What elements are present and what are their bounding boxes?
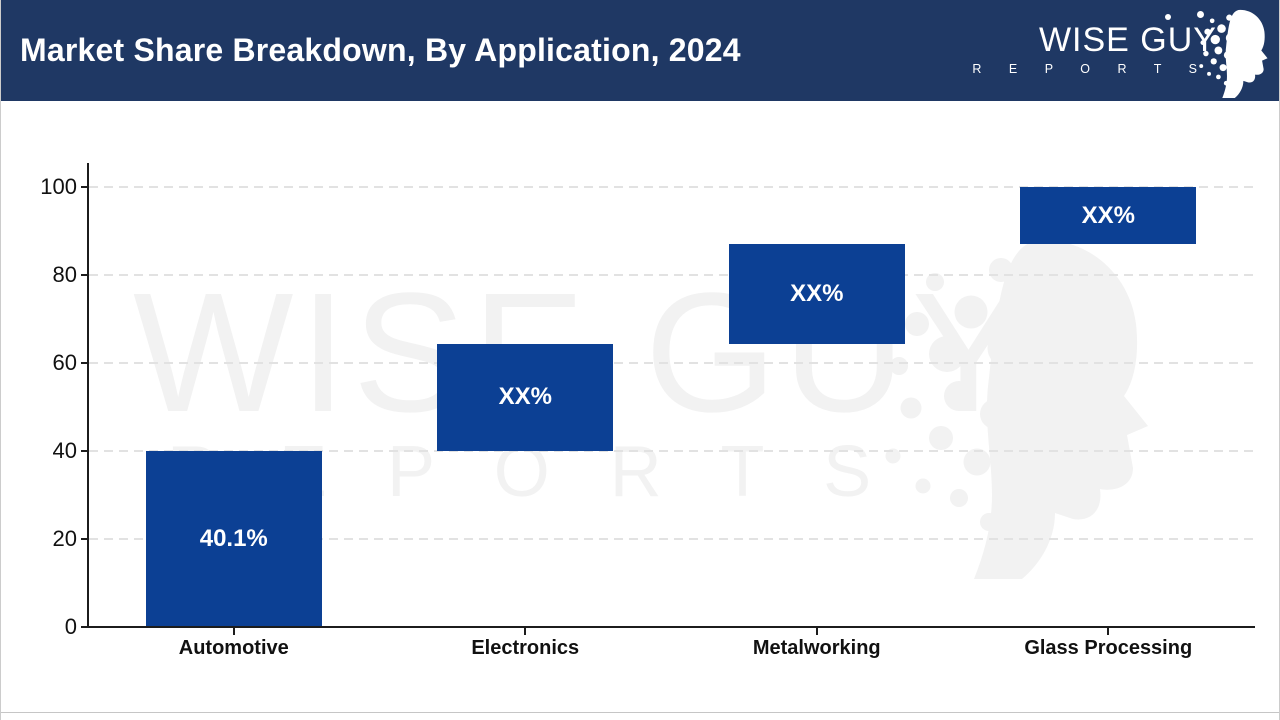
header-bar: Market Share Breakdown, By Application, … <box>1 0 1279 101</box>
bar-value-label: XX% <box>498 383 552 411</box>
gridline-y20 <box>89 538 1254 540</box>
bar-value-label: XX% <box>790 279 844 307</box>
x-tick-mark <box>524 628 527 635</box>
gridline-y60 <box>89 362 1254 364</box>
y-tick-mark <box>81 450 88 452</box>
watermark-head-icon <box>885 240 1148 579</box>
x-category-label: Glass Processing <box>1024 637 1193 659</box>
logo-reports-text: R E P O R T S <box>972 62 1209 76</box>
wiseguy-head-icon <box>1199 9 1268 99</box>
y-tick-label: 100 <box>40 174 77 199</box>
bar-electronics: XX% <box>437 343 614 451</box>
wiseguy-logo: WISE GUY R E P O R T S <box>972 0 1279 101</box>
y-tick-mark <box>81 186 88 188</box>
logo-wordmark: WISE GUY <box>1038 21 1217 59</box>
y-tick-label: 0 <box>64 614 77 639</box>
x-tick-mark <box>1107 628 1110 635</box>
bar-value-label: XX% <box>1081 201 1135 229</box>
logo-accent-dot <box>1165 14 1171 20</box>
x-category-label: Automotive <box>178 637 289 659</box>
bar-glass-processing: XX% <box>1020 187 1197 245</box>
page-title: Market Share Breakdown, By Application, … <box>20 32 741 68</box>
gridline-y40 <box>89 450 1254 452</box>
bar-value-label: 40.1% <box>199 524 268 552</box>
y-tick-label: 80 <box>52 262 77 287</box>
y-tick-mark <box>81 538 88 540</box>
y-tick-mark <box>81 626 88 628</box>
x-category-label: Metalworking <box>752 637 881 659</box>
frame-bottom-border <box>1 712 1279 713</box>
y-axis-line <box>87 163 89 628</box>
logo-accent-dot <box>1197 11 1204 18</box>
x-tick-mark <box>815 628 818 635</box>
x-tick-mark <box>232 628 235 635</box>
gridline-y80 <box>89 274 1254 276</box>
gridline-y100 <box>89 186 1254 188</box>
bar-automotive: 40.1% <box>145 450 322 627</box>
bar-metalworking: XX% <box>728 244 905 344</box>
y-tick-mark <box>81 274 88 276</box>
x-axis-line <box>87 626 1255 628</box>
y-tick-label: 60 <box>52 350 77 375</box>
x-category-label: Electronics <box>471 637 580 659</box>
y-tick-mark <box>81 362 88 364</box>
y-tick-label: 40 <box>52 438 77 463</box>
y-tick-label: 20 <box>52 526 77 551</box>
